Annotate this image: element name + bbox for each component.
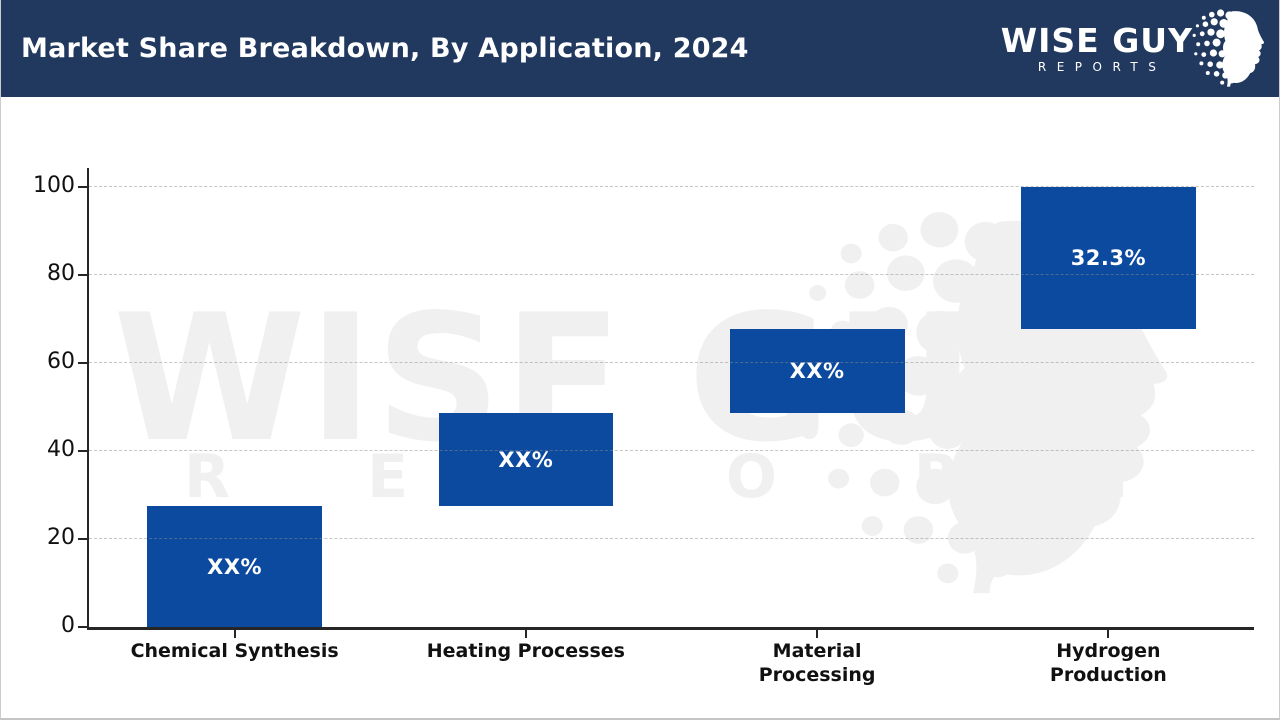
logo-wordmark: WISE GUY	[1000, 21, 1193, 60]
page-title: Market Share Breakdown, By Application, …	[21, 33, 749, 64]
gridline	[89, 186, 1254, 187]
x-tick-label-line: Chemical Synthesis	[130, 640, 339, 662]
y-tick-label: 20	[47, 525, 75, 550]
y-axis-spine	[87, 168, 89, 629]
x-tick-label-line: Heating Processes	[426, 640, 625, 662]
header: Market Share Breakdown, By Application, …	[1, 0, 1279, 97]
y-tick-label: 100	[33, 173, 75, 198]
y-tick-mark	[78, 450, 87, 452]
logo-face-icon	[1192, 8, 1265, 87]
bar-heating-processes: XX%	[438, 413, 614, 506]
x-tick-label-line: Production	[1049, 663, 1167, 686]
x-tick-mark	[816, 630, 819, 638]
bar-value-label: 32.3%	[1070, 246, 1147, 271]
y-tick-label: 0	[61, 613, 75, 638]
bar-hydrogen-production: 32.3%	[1021, 187, 1196, 330]
x-tick-label-line: Material	[772, 640, 862, 662]
x-tick-mark	[1107, 630, 1110, 638]
gridline	[89, 362, 1254, 363]
x-tick-label-chemical-synthesis: Chemical Synthesis	[89, 640, 380, 664]
logo-reports-label: REPORTS	[1037, 60, 1167, 74]
y-tick-label: 40	[47, 437, 75, 462]
bar-value-label: XX%	[498, 447, 554, 472]
y-tick-mark	[78, 538, 87, 540]
bar-chemical-synthesis: XX%	[147, 506, 322, 627]
logo: WISE GUY REPORTS	[1001, 8, 1279, 89]
logo-text: WISE GUY REPORTS	[1001, 24, 1193, 73]
gridline	[89, 450, 1254, 451]
x-tick-label-line: Processing	[758, 663, 876, 686]
x-tick-label-line: Hydrogen	[1056, 640, 1161, 662]
x-tick-mark	[524, 630, 527, 638]
bar-material-processing: XX%	[729, 329, 905, 414]
bar-value-label: XX%	[207, 554, 263, 579]
x-tick-mark	[233, 630, 236, 638]
y-tick-label: 60	[47, 349, 75, 374]
y-tick-mark	[78, 274, 87, 276]
x-tick-label-hydrogen-production: Hydrogen Production	[963, 640, 1254, 688]
y-tick-mark	[78, 626, 87, 628]
gridline	[89, 538, 1254, 539]
y-tick-mark	[78, 362, 87, 364]
y-tick-mark	[78, 186, 87, 188]
gridline	[89, 274, 1254, 275]
y-tick-label: 80	[47, 261, 75, 286]
bar-value-label: XX%	[789, 359, 845, 384]
x-tick-label-heating-processes: Heating Processes	[380, 640, 671, 664]
x-tick-label-material-processing: Material Processing	[672, 640, 963, 688]
x-axis-spine	[87, 627, 1254, 630]
